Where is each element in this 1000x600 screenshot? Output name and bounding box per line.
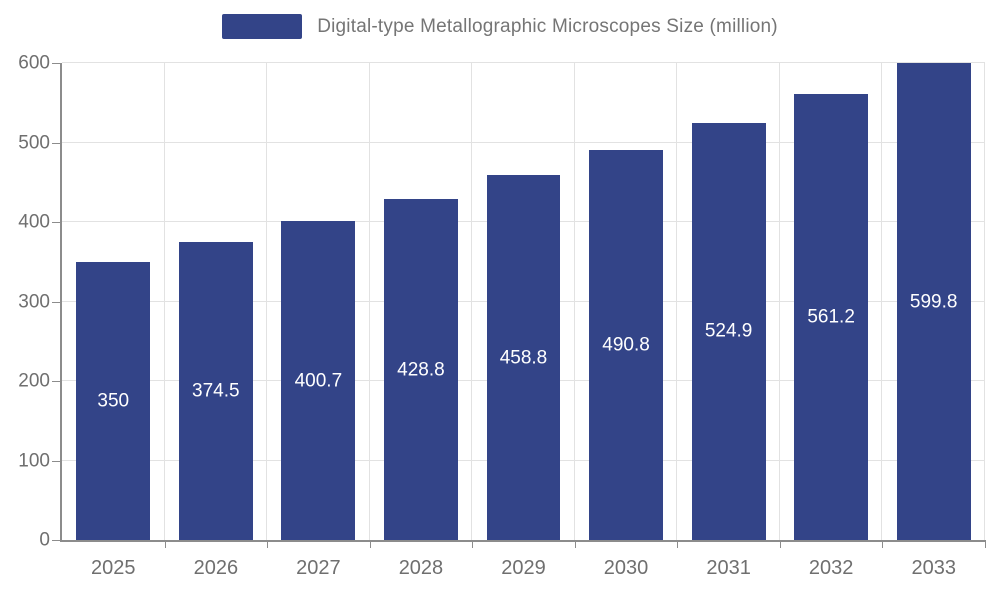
y-tick-label-600: 600 bbox=[18, 52, 50, 74]
x-tick-label-2033: 2033 bbox=[911, 557, 956, 579]
x-tick-mark-3 bbox=[369, 540, 371, 548]
bar-slot-2029: 458.8 bbox=[472, 63, 575, 540]
y-tick-mark-300 bbox=[52, 301, 60, 303]
bar-value-label-2032: 561.2 bbox=[807, 306, 855, 328]
x-tick-label-2030: 2030 bbox=[603, 557, 649, 579]
bar-value-label-2033: 599.8 bbox=[909, 291, 958, 313]
bars-container: 350 374.5 400.7 428.8 458.8 490.8 524.9 561.2 59… bbox=[62, 63, 985, 540]
y-axis-labels: 0 100 200 300 400 500 600 bbox=[0, 54, 50, 550]
v-gridline-6 bbox=[676, 63, 678, 540]
v-gridline-8 bbox=[881, 63, 883, 540]
y-tick-label-500: 500 bbox=[18, 132, 50, 153]
bar-value-label-2030: 490.8 bbox=[602, 334, 650, 356]
y-tick-mark-400 bbox=[52, 222, 60, 223]
bar-slot-2027: 400.7 bbox=[267, 63, 370, 540]
x-axis-line bbox=[60, 540, 985, 542]
x-tick-mark-7 bbox=[779, 540, 781, 548]
v-gridline-2 bbox=[266, 63, 268, 540]
bar-2028: 428.8 bbox=[384, 199, 458, 540]
bar-2026: 374.5 bbox=[178, 242, 253, 540]
bar-value-label-2031: 524.9 bbox=[704, 320, 753, 342]
v-gridline-4 bbox=[471, 63, 473, 540]
x-tick-mark-4 bbox=[472, 540, 474, 548]
bar-2029: 458.8 bbox=[486, 175, 561, 540]
h-gridline-600 bbox=[62, 62, 985, 63]
bar-value-label-2026: 374.5 bbox=[192, 380, 240, 402]
y-tick-mark-600 bbox=[52, 63, 60, 64]
y-tick-label-100: 100 bbox=[18, 450, 50, 472]
legend-label: Digital-type Metallographic Microscopes … bbox=[317, 15, 778, 37]
bar-slot-2030: 490.8 bbox=[575, 63, 678, 540]
bar-value-label-2029: 458.8 bbox=[499, 347, 548, 369]
bar-2025: 350 bbox=[76, 261, 151, 540]
x-axis-labels: 2025 2026 2027 2028 2029 2030 2031 2032 2033 bbox=[62, 558, 985, 588]
h-gridline-500 bbox=[62, 141, 985, 143]
x-tick-label-2032: 2032 bbox=[808, 557, 854, 579]
legend-swatch bbox=[222, 14, 303, 39]
v-gridline-3 bbox=[368, 63, 370, 540]
x-tick-mark-1 bbox=[164, 540, 166, 548]
y-tick-label-200: 200 bbox=[18, 370, 50, 392]
x-tick-label-2031: 2031 bbox=[706, 557, 751, 579]
v-gridline-5 bbox=[573, 63, 575, 540]
bar-2027: 400.7 bbox=[281, 221, 356, 540]
x-tick-label-2027: 2027 bbox=[296, 557, 341, 579]
y-tick-mark-200 bbox=[52, 381, 60, 382]
bar-2033: 599.8 bbox=[896, 63, 971, 540]
y-tick-mark-500 bbox=[52, 142, 60, 144]
bar-2031: 524.9 bbox=[691, 122, 766, 540]
x-tick-mark-9 bbox=[985, 540, 986, 548]
y-axis-line bbox=[60, 63, 62, 542]
x-tick-mark-8 bbox=[882, 540, 884, 548]
y-tick-label-0: 0 bbox=[39, 529, 50, 551]
legend-item[interactable]: Digital-type Metallographic Microscopes … bbox=[0, 14, 1000, 39]
v-gridline-7 bbox=[778, 63, 780, 540]
x-tick-label-2029: 2029 bbox=[501, 557, 546, 579]
y-tick-label-300: 300 bbox=[18, 291, 50, 312]
bar-value-label-2028: 428.8 bbox=[397, 359, 445, 381]
bar-slot-2025: 350 bbox=[62, 63, 165, 540]
y-tick-label-400: 400 bbox=[18, 211, 50, 233]
bar-value-label-2025: 350 bbox=[97, 390, 130, 412]
v-gridline-9 bbox=[984, 63, 985, 540]
x-tick-mark-2 bbox=[267, 540, 269, 548]
x-tick-mark-6 bbox=[677, 540, 679, 548]
v-gridline-1 bbox=[163, 63, 165, 540]
y-tick-mark-100 bbox=[52, 460, 60, 462]
bar-slot-2031: 524.9 bbox=[677, 63, 780, 540]
bar-value-label-2027: 400.7 bbox=[294, 370, 343, 392]
bar-2030: 490.8 bbox=[589, 149, 663, 540]
plot-area: 350 374.5 400.7 428.8 458.8 490.8 524.9 561.2 59… bbox=[60, 62, 985, 542]
y-tick-mark-0 bbox=[52, 540, 60, 541]
bar-slot-2028: 428.8 bbox=[370, 63, 473, 540]
x-tick-label-2028: 2028 bbox=[398, 557, 444, 579]
bar-slot-2026: 374.5 bbox=[165, 63, 268, 540]
x-tick-mark-5 bbox=[574, 540, 576, 548]
x-tick-label-2025: 2025 bbox=[91, 557, 136, 579]
bar-slot-2033: 599.8 bbox=[882, 63, 985, 540]
bar-2032: 561.2 bbox=[794, 93, 869, 540]
x-tick-label-2026: 2026 bbox=[193, 557, 239, 579]
bar-slot-2032: 561.2 bbox=[780, 63, 883, 540]
